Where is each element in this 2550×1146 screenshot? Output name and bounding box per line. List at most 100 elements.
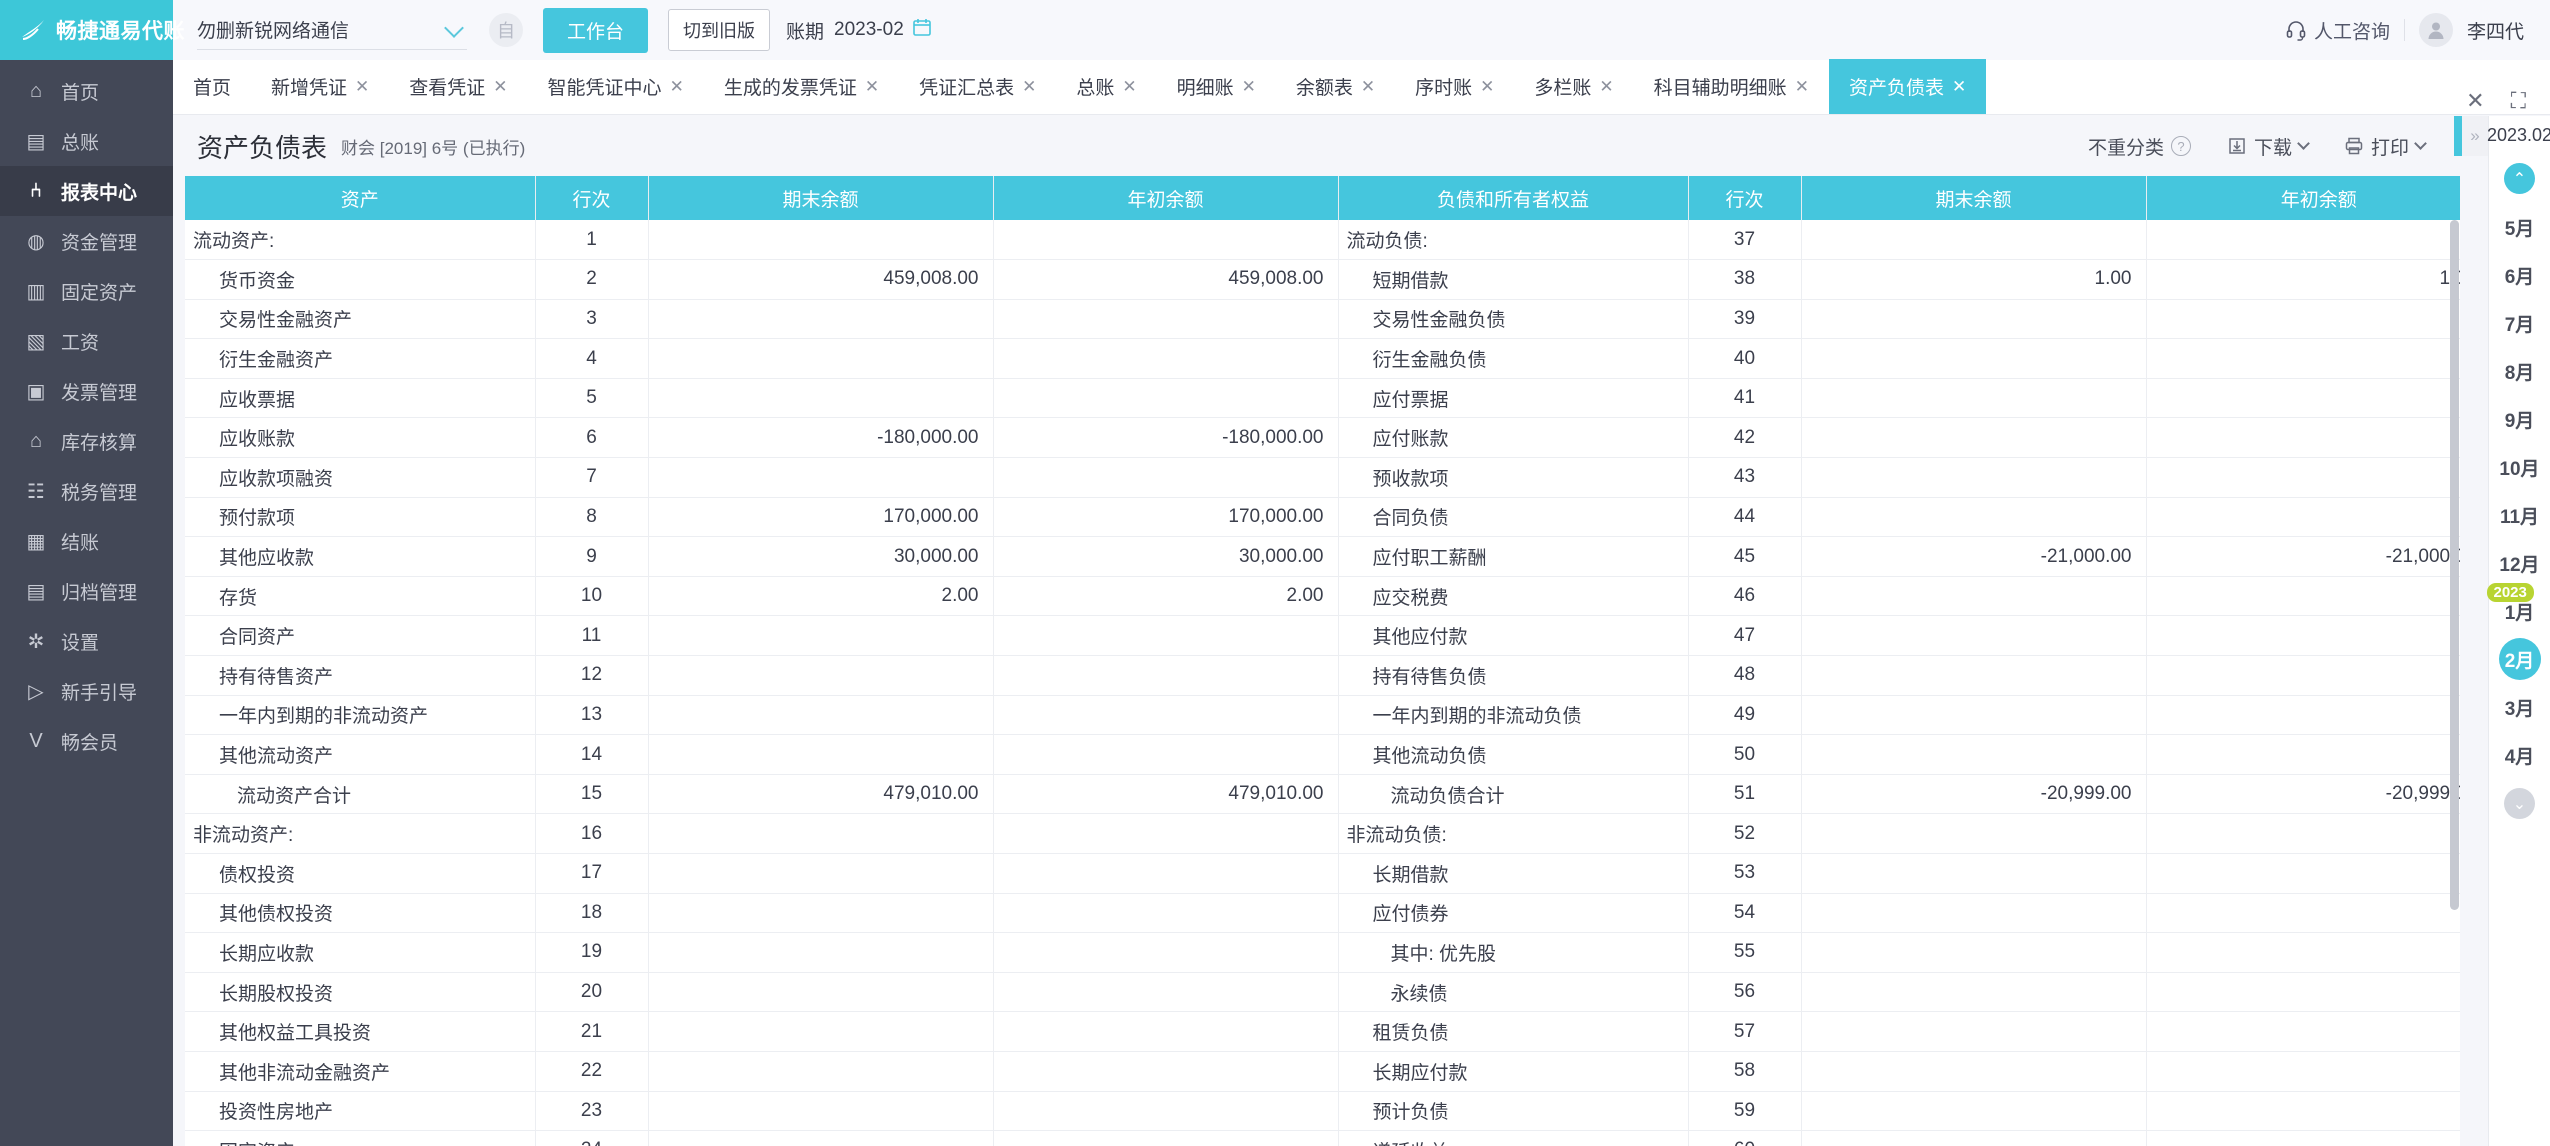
cell-asset-opening[interactable]: 459,008.00	[993, 259, 1339, 300]
cell-liability-opening[interactable]	[2146, 1051, 2460, 1092]
cell-asset-name[interactable]: 长期股权投资	[185, 972, 536, 1013]
cell-asset-opening[interactable]	[993, 893, 1339, 934]
month-item-10[interactable]: 10月	[2489, 443, 2550, 491]
cell-asset-opening[interactable]: -180,000.00	[993, 417, 1339, 459]
cell-liability-name[interactable]: 应交税费	[1338, 576, 1689, 617]
cell-asset-line-no[interactable]: 14	[535, 734, 649, 775]
cell-asset-opening[interactable]	[993, 695, 1339, 736]
cell-liability-ending[interactable]	[1801, 932, 2147, 973]
cell-asset-ending[interactable]	[648, 1091, 994, 1132]
month-item-3[interactable]: 3月	[2489, 683, 2550, 731]
cell-liability-ending[interactable]	[1801, 1130, 2147, 1146]
cell-liability-name[interactable]: 预收款项	[1338, 457, 1689, 498]
cell-asset-line-no[interactable]: 19	[535, 932, 649, 973]
tab-view-voucher[interactable]: 查看凭证 ✕	[389, 59, 527, 114]
cell-liability-opening[interactable]	[2146, 1011, 2460, 1052]
cell-asset-line-no[interactable]: 17	[535, 853, 649, 894]
cell-asset-name[interactable]: 合同资产	[185, 615, 536, 657]
cell-asset-name[interactable]: 交易性金融资产	[185, 299, 536, 340]
document-icon[interactable]: 自	[489, 13, 523, 47]
cell-liability-ending[interactable]	[1801, 299, 2147, 340]
table-row[interactable]: 应收票据 5 应付票据 41	[185, 378, 2460, 419]
tab-balance-sheet-list[interactable]: 余额表 ✕	[1276, 59, 1395, 114]
cell-asset-name[interactable]: 持有待售资产	[185, 655, 536, 696]
cell-asset-ending[interactable]	[648, 655, 994, 696]
cell-liability-line-no[interactable]: 53	[1688, 853, 1802, 894]
cell-asset-opening[interactable]	[993, 457, 1339, 498]
sidebar-item-closing[interactable]: ▦ 结账	[0, 516, 173, 566]
cell-asset-ending[interactable]	[648, 853, 994, 894]
table-row[interactable]: 非流动资产: 16 非流动负债: 52	[185, 813, 2460, 854]
cell-liability-name[interactable]: 交易性金融负债	[1338, 299, 1689, 340]
cell-asset-ending[interactable]: 459,008.00	[648, 259, 994, 300]
help-icon[interactable]: ?	[2170, 136, 2191, 156]
cell-asset-name[interactable]: 其他权益工具投资	[185, 1011, 536, 1052]
cell-liability-name[interactable]: 应付账款	[1338, 417, 1689, 459]
print-button[interactable]: 打印	[2344, 133, 2427, 160]
cell-liability-name[interactable]: 应付职工薪酬	[1338, 536, 1689, 577]
cell-liability-line-no[interactable]: 58	[1688, 1051, 1802, 1092]
cell-asset-opening[interactable]	[993, 655, 1339, 696]
cell-asset-ending[interactable]	[648, 1130, 994, 1146]
month-item-6[interactable]: 6月	[2489, 251, 2550, 299]
balance-sheet-table-container[interactable]: 资产 行次 期末余额 年初余额 负债和所有者权益 行次 期末余额 年初余额 流动…	[185, 176, 2460, 1146]
cell-liability-name[interactable]: 递延收益	[1338, 1130, 1689, 1146]
no-reclassify-button[interactable]: 不重分类 ?	[2088, 133, 2191, 160]
table-row[interactable]: 流动资产: 1 流动负债: 37	[185, 220, 2460, 261]
cell-liability-line-no[interactable]: 57	[1688, 1011, 1802, 1052]
table-row[interactable]: 一年内到期的非流动资产 13 一年内到期的非流动负债 49	[185, 695, 2460, 736]
cell-asset-name[interactable]: 衍生金融资产	[185, 338, 536, 379]
cell-liability-line-no[interactable]: 41	[1688, 378, 1802, 419]
cell-liability-opening[interactable]	[2146, 338, 2460, 379]
cell-asset-opening[interactable]	[993, 853, 1339, 894]
cell-liability-name[interactable]: 长期应付款	[1338, 1051, 1689, 1092]
sidebar-item-general-ledger[interactable]: ▤ 总账	[0, 116, 173, 166]
cell-asset-name[interactable]: 流动资产合计	[185, 774, 536, 815]
table-row[interactable]: 应收款项融资 7 预收款项 43	[185, 457, 2460, 498]
cell-liability-line-no[interactable]: 60	[1688, 1130, 1802, 1146]
cell-liability-line-no[interactable]: 42	[1688, 417, 1802, 459]
cell-asset-opening[interactable]	[993, 1011, 1339, 1052]
cell-liability-ending[interactable]	[1801, 378, 2147, 419]
switch-old-version-button[interactable]: 切到旧版	[668, 9, 771, 51]
cell-asset-opening[interactable]: 479,010.00	[993, 774, 1339, 815]
cell-asset-ending[interactable]	[648, 457, 994, 498]
cell-liability-ending[interactable]	[1801, 695, 2147, 736]
cell-liability-name[interactable]: 流动负债合计	[1338, 774, 1689, 815]
cell-asset-ending[interactable]	[648, 972, 994, 1013]
tab-smart-voucher-center[interactable]: 智能凭证中心 ✕	[528, 59, 704, 114]
cell-liability-line-no[interactable]: 55	[1688, 932, 1802, 973]
cell-asset-ending[interactable]: -180,000.00	[648, 417, 994, 459]
close-icon[interactable]: ✕	[1794, 76, 1809, 96]
table-row[interactable]: 投资性房地产 23 预计负债 59	[185, 1091, 2460, 1132]
cell-asset-line-no[interactable]: 12	[535, 655, 649, 696]
close-all-tabs-icon[interactable]: ✕	[2466, 88, 2485, 113]
tab-balance-sheet[interactable]: 资产负债表 ✕	[1828, 59, 1987, 114]
sidebar-item-fund-management[interactable]: ◍ 资金管理	[0, 216, 173, 266]
company-selector[interactable]: 勿删新锐网络通信	[197, 10, 467, 50]
tab-chronological-ledger[interactable]: 序时账 ✕	[1395, 59, 1514, 114]
avatar[interactable]	[2418, 13, 2453, 47]
cell-asset-opening[interactable]	[993, 299, 1339, 340]
sidebar-item-tax-management[interactable]: ☷ 税务管理	[0, 466, 173, 516]
cell-asset-line-no[interactable]: 20	[535, 972, 649, 1013]
cell-asset-opening[interactable]	[993, 1091, 1339, 1132]
cell-asset-line-no[interactable]: 6	[535, 417, 649, 459]
close-icon[interactable]: ✕	[1022, 76, 1037, 96]
cell-asset-line-no[interactable]: 16	[535, 813, 649, 854]
workbench-button[interactable]: 工作台	[543, 7, 649, 53]
close-icon[interactable]: ✕	[1951, 76, 1967, 96]
cell-asset-name[interactable]: 债权投资	[185, 853, 536, 894]
cell-asset-line-no[interactable]: 24	[535, 1130, 649, 1146]
cell-liability-name[interactable]: 长期借款	[1338, 853, 1689, 894]
table-row[interactable]: 其他应收款 9 30,000.00 30,000.00 应付职工薪酬 45 -21,000.…	[185, 536, 2460, 577]
download-button[interactable]: 下载	[2227, 133, 2310, 160]
cell-liability-line-no[interactable]: 51	[1688, 774, 1802, 815]
cell-liability-opening[interactable]	[2146, 1130, 2460, 1146]
cell-asset-opening[interactable]	[993, 813, 1339, 854]
cell-asset-line-no[interactable]: 2	[535, 259, 649, 300]
cell-liability-name[interactable]: 其他流动负债	[1338, 734, 1689, 775]
table-row[interactable]: 长期应收款 19 其中: 优先股 55	[185, 932, 2460, 973]
cell-asset-line-no[interactable]: 18	[535, 893, 649, 934]
sidebar-item-vip-member[interactable]: V 畅会员	[0, 716, 173, 766]
